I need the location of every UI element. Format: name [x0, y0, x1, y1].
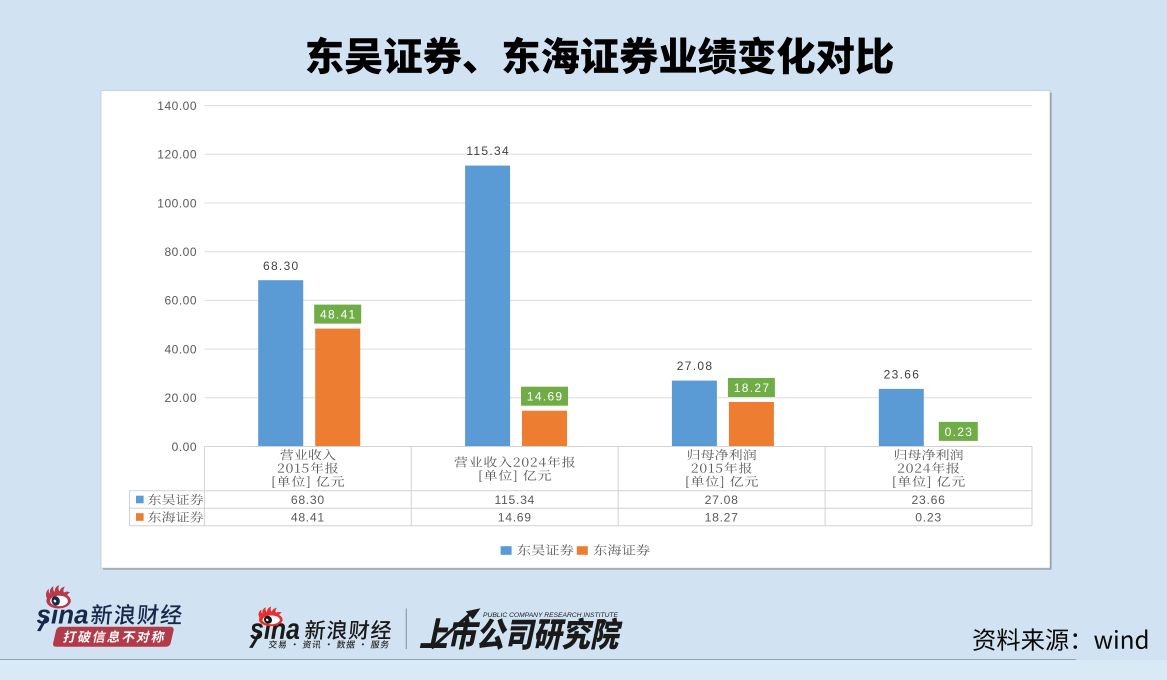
svg-text:140.00: 140.00 [157, 99, 197, 113]
svg-text:68.30: 68.30 [291, 493, 325, 507]
svg-text:27.08: 27.08 [705, 493, 739, 507]
svg-text:100.00: 100.00 [157, 196, 197, 210]
svg-text:23.66: 23.66 [884, 367, 921, 381]
svg-text:18.27: 18.27 [734, 381, 771, 395]
svg-text:14.69: 14.69 [498, 511, 532, 525]
svg-text:68.30: 68.30 [263, 259, 300, 273]
svg-text:115.34: 115.34 [466, 144, 510, 158]
svg-text:20.00: 20.00 [164, 391, 197, 405]
svg-text:0.23: 0.23 [945, 425, 974, 439]
svg-text:60.00: 60.00 [164, 294, 197, 308]
svg-text:18.27: 18.27 [705, 511, 739, 525]
svg-text:40.00: 40.00 [164, 342, 197, 356]
svg-text:80.00: 80.00 [164, 245, 197, 259]
svg-text:115.34: 115.34 [494, 493, 535, 507]
svg-text:0.23: 0.23 [915, 511, 942, 525]
svg-text:27.08: 27.08 [677, 359, 714, 373]
svg-text:0.00: 0.00 [172, 440, 197, 454]
svg-text:48.41: 48.41 [320, 308, 357, 322]
svg-text:14.69: 14.69 [527, 390, 564, 404]
svg-text:120.00: 120.00 [157, 148, 197, 162]
svg-text:PUBLIC COMPANY RESEARCH INSTIT: PUBLIC COMPANY RESEARCH INSTITUTE [483, 612, 619, 619]
svg-text:48.41: 48.41 [291, 511, 325, 525]
svg-text:23.66: 23.66 [912, 493, 946, 507]
